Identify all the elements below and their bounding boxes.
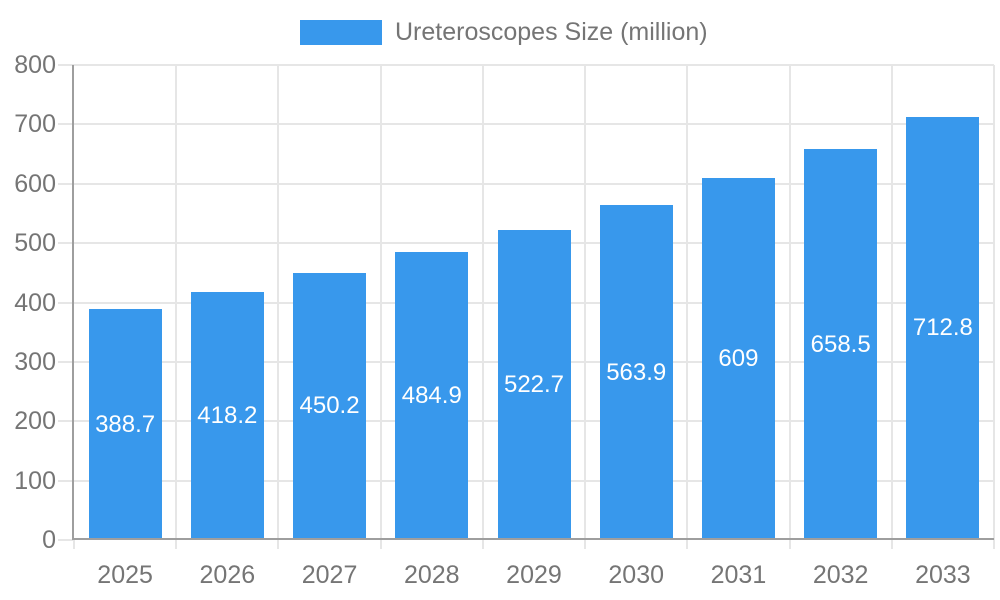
y-tick-mark <box>58 182 74 185</box>
bar-value-label: 609 <box>718 345 759 373</box>
v-gridline <box>686 65 689 540</box>
bar: 712.8 <box>906 116 980 540</box>
x-tick-label: 2030 <box>608 561 665 589</box>
x-tick-mark <box>175 540 178 549</box>
bar-value-label: 522.7 <box>503 370 565 398</box>
h-gridline <box>74 64 994 66</box>
y-tick-label: 0 <box>42 526 56 554</box>
x-tick-label: 2028 <box>403 561 460 589</box>
x-tick-label: 2027 <box>301 561 358 589</box>
bar-value-label: 484.9 <box>401 382 462 410</box>
y-tick-label: 100 <box>14 466 56 495</box>
v-gridline <box>788 65 791 540</box>
y-tick-mark <box>58 479 74 482</box>
x-tick-label: 2033 <box>915 561 971 589</box>
y-axis-line <box>72 65 74 540</box>
v-gridline <box>584 65 587 540</box>
y-tick-mark <box>58 420 74 423</box>
v-gridline <box>175 65 178 540</box>
y-tick-mark <box>58 242 74 245</box>
legend-swatch <box>300 20 382 45</box>
x-tick-label: 2031 <box>710 561 767 589</box>
y-tick-mark <box>58 360 74 363</box>
y-tick-label: 800 <box>14 51 56 79</box>
y-tick-label: 400 <box>14 288 56 317</box>
v-gridline <box>993 65 995 540</box>
y-tick-label: 300 <box>14 347 56 376</box>
x-tick-mark <box>481 540 484 549</box>
bar-value-label: 418.2 <box>197 401 258 429</box>
x-tick-mark <box>379 540 382 549</box>
y-tick-mark <box>58 64 74 66</box>
legend-label: Ureteroscopes Size (million) <box>395 18 708 46</box>
bar: 418.2 <box>190 291 264 540</box>
x-tick-mark <box>277 540 280 549</box>
v-gridline <box>481 65 484 540</box>
y-tick-label: 200 <box>14 407 56 436</box>
x-tick-mark <box>686 540 689 549</box>
x-tick-mark <box>73 540 75 549</box>
x-tick-label: 2032 <box>812 561 869 589</box>
x-tick-label: 2029 <box>506 561 562 589</box>
v-gridline <box>379 65 382 540</box>
x-tick-mark <box>890 540 893 549</box>
x-tick-label: 2025 <box>97 561 153 589</box>
bar-value-label: 563.9 <box>606 358 667 386</box>
x-tick-label: 2026 <box>199 561 256 589</box>
bar: 484.9 <box>395 252 469 540</box>
bar-value-label: 712.8 <box>912 314 973 342</box>
v-gridline <box>890 65 893 540</box>
x-tick-mark <box>584 540 587 549</box>
h-gridline <box>74 123 994 126</box>
chart-legend: Ureteroscopes Size (million) <box>300 20 708 45</box>
bar-value-label: 388.7 <box>95 410 156 438</box>
x-tick-mark <box>788 540 791 549</box>
y-tick-mark <box>58 123 74 126</box>
v-gridline <box>277 65 280 540</box>
y-tick-mark <box>58 301 74 304</box>
bar: 522.7 <box>497 229 571 540</box>
y-tick-label: 600 <box>14 169 56 198</box>
h-gridline <box>74 182 994 185</box>
bar: 609 <box>701 178 775 540</box>
y-tick-label: 500 <box>14 229 56 258</box>
x-axis-line <box>72 538 994 540</box>
bar: 388.7 <box>88 309 162 540</box>
bar: 658.5 <box>804 149 878 540</box>
y-tick-label: 700 <box>14 110 56 139</box>
y-tick-mark <box>58 539 74 541</box>
x-tick-mark <box>993 540 995 549</box>
bar-value-label: 658.5 <box>810 330 871 358</box>
plot-area: 388.7 418.2 450.2 484.9 522.7 563.9 609 658.5 71… <box>74 64 995 540</box>
bar-value-label: 450.2 <box>299 392 360 420</box>
bar: 450.2 <box>293 272 367 540</box>
bar: 563.9 <box>599 205 673 540</box>
